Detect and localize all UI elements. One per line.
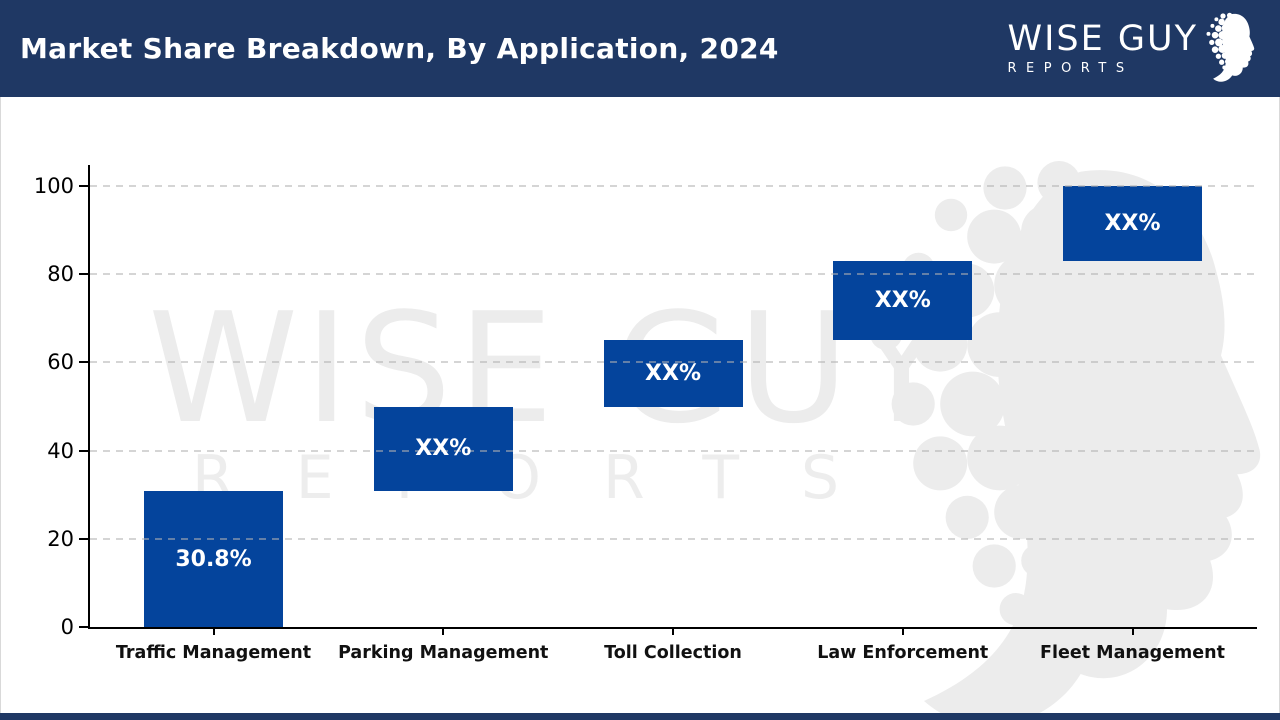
watermark-subtitle: REPORTS: [192, 443, 902, 513]
y-axis-tick-label: 60: [47, 350, 74, 375]
gridline-20: [90, 537, 1257, 540]
footer-accent-bar: [0, 713, 1280, 720]
gridline-80: [90, 273, 1257, 276]
gridline-100: [90, 185, 1257, 187]
brand-logo: WISE GUY REPORTS: [1007, 12, 1256, 86]
x-tick-fleet-management: [1131, 627, 1134, 635]
y-axis-tick-label: 40: [47, 438, 74, 463]
x-label-fleet-management: Fleet Management: [1040, 643, 1225, 663]
bar-value-label: XX%: [645, 360, 701, 386]
bar-value-label: XX%: [1104, 211, 1161, 236]
brand-logo-text: WISE GUY REPORTS: [1007, 18, 1198, 76]
plot-area: 30.8% XX% XX% XX% XX% 0 20 40 60 80 100 Traffic Man…: [34, 165, 1257, 663]
y-tick-80: [79, 273, 88, 276]
watermark-wordmark: WISE GUY: [148, 280, 954, 457]
y-axis-tick-label: 100: [33, 174, 74, 198]
bar-parking-management: XX%: [373, 406, 513, 492]
y-axis-tick-label: 80: [47, 262, 74, 287]
logo-face-icon: [1190, 12, 1256, 86]
bar-traffic-management: 30.8%: [144, 491, 283, 627]
y-axis-tick-label: 0: [60, 615, 74, 639]
bar-value-label: 30.8%: [175, 546, 252, 572]
x-tick-law-enforcement: [901, 627, 904, 635]
bar-value-label: XX%: [874, 288, 931, 314]
y-tick-60: [79, 361, 88, 364]
x-label-law-enforcement: Law Enforcement: [817, 643, 989, 663]
x-tick-traffic-management: [212, 627, 215, 635]
gridline-40: [90, 449, 1257, 452]
y-axis-tick-label: 20: [47, 526, 74, 551]
header-bar: Market Share Breakdown, By Application, …: [0, 0, 1280, 97]
bar-toll-collection: XX%: [603, 340, 743, 407]
x-label-traffic-management: Traffic Management: [115, 643, 312, 663]
bar-value-label: XX%: [415, 436, 472, 462]
x-label-toll-collection: Toll Collection: [604, 643, 742, 663]
x-tick-toll-collection: [672, 627, 674, 635]
y-tick-40: [79, 449, 88, 452]
x-label-parking-management: Parking Management: [338, 643, 549, 663]
y-tick-20: [79, 537, 88, 540]
logo-wordmark: WISE GUY: [1007, 18, 1198, 59]
gridline-60: [90, 361, 1257, 364]
bar-fleet-management: XX%: [1063, 186, 1202, 261]
y-tick-100: [79, 185, 88, 187]
page-title: Market Share Breakdown, By Application, …: [20, 32, 779, 65]
y-tick-0: [79, 626, 88, 628]
logo-subtitle: REPORTS: [1007, 60, 1134, 76]
x-tick-parking-management: [442, 627, 445, 635]
